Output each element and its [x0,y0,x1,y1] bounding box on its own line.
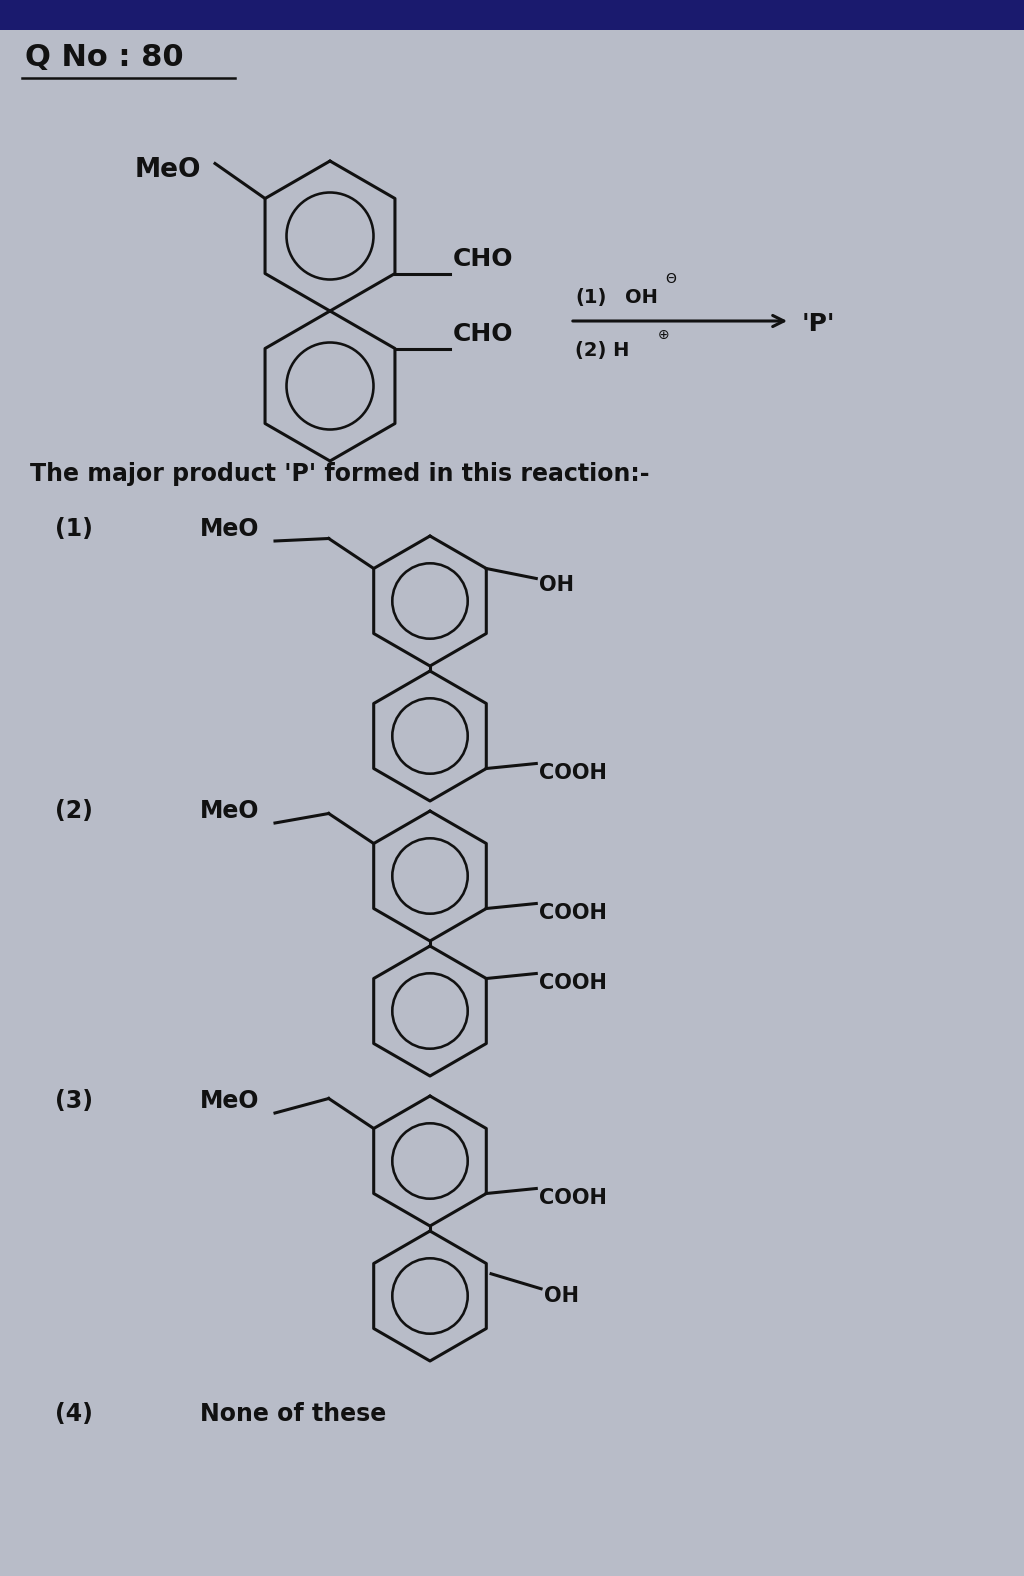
Text: CHO: CHO [453,246,513,271]
Text: (4): (4) [55,1403,93,1426]
Text: Q No : 80: Q No : 80 [25,43,183,72]
Text: CHO: CHO [453,322,513,345]
Text: Θ: Θ [665,273,676,285]
Text: OH: OH [544,1286,580,1307]
Text: (2) H: (2) H [575,340,630,359]
Text: None of these: None of these [200,1403,386,1426]
Text: The major product 'P' formed in this reaction:-: The major product 'P' formed in this rea… [30,462,649,485]
Text: MeO: MeO [135,156,202,183]
Text: 'P': 'P' [802,312,836,336]
Text: (3): (3) [55,1089,93,1113]
Text: OH: OH [625,288,657,307]
Text: COOH: COOH [540,763,607,783]
Text: MeO: MeO [200,799,259,823]
Text: (1): (1) [55,517,93,541]
Text: MeO: MeO [200,517,259,541]
FancyBboxPatch shape [0,0,1024,30]
Text: (2): (2) [55,799,93,823]
Text: MeO: MeO [200,1089,259,1113]
Text: (1): (1) [575,288,606,307]
Text: COOH: COOH [540,903,607,922]
Text: COOH: COOH [540,1187,607,1207]
Text: ⊕: ⊕ [658,328,670,342]
Text: COOH: COOH [540,972,607,993]
Text: OH: OH [540,575,574,594]
